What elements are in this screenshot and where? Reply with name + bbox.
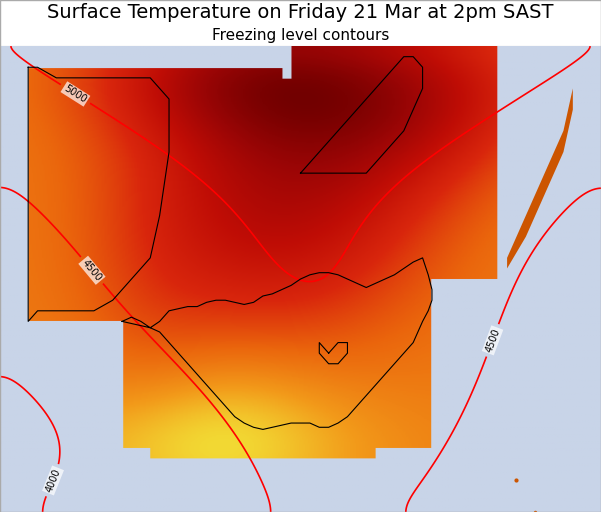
Text: Surface Temperature on Friday 21 Mar at 2pm SAST: Surface Temperature on Friday 21 Mar at …: [47, 4, 554, 23]
Text: 4000: 4000: [44, 467, 63, 494]
Text: 4500: 4500: [484, 327, 501, 354]
Text: Freezing level contours: Freezing level contours: [212, 29, 389, 44]
Text: 4500: 4500: [80, 258, 103, 283]
Text: 5000: 5000: [63, 83, 88, 105]
